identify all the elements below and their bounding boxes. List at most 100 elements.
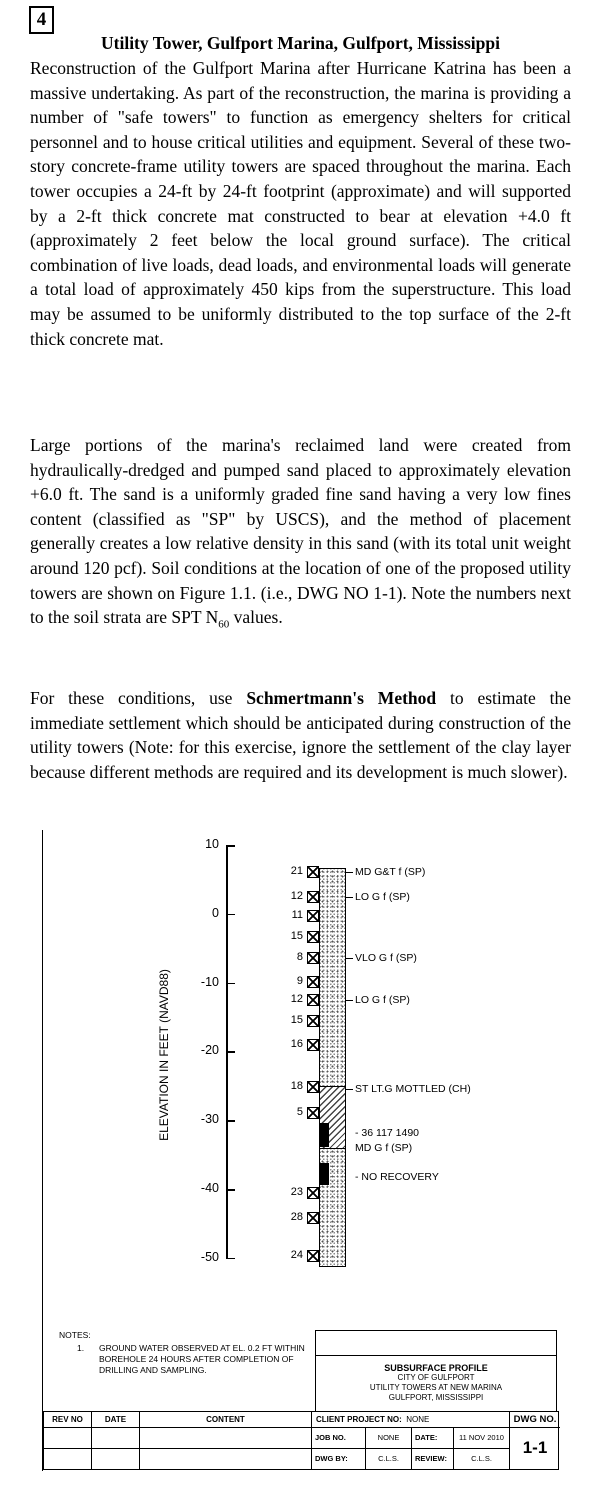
soil-layer-sand — [319, 867, 346, 1088]
elevation-axis-label: ELEVATION IN FEET (NAVD88) — [157, 969, 171, 1141]
note-1-number: 1. — [77, 1343, 85, 1353]
axis-tick-label: -40 — [200, 1181, 219, 1195]
paragraph-2: Large portions of the marina's reclaimed… — [30, 433, 571, 630]
spt-sample-marker — [307, 951, 319, 964]
paragraph-2-text: Large portions of the marina's reclaimed… — [30, 435, 571, 628]
spt-value: 8 — [296, 950, 303, 963]
project-name: UTILITY TOWERS AT NEW MARINA — [369, 1383, 503, 1392]
rev-no-empty-cell — [44, 1449, 92, 1470]
label-leader-line — [346, 957, 353, 959]
spt-sample-marker — [307, 975, 319, 988]
date-empty-cell — [92, 1428, 140, 1449]
spt-value: 24 — [290, 1248, 303, 1261]
spt-sample-marker — [307, 1187, 319, 1200]
sample-bar — [320, 1122, 329, 1148]
drawing-title: SUBSURFACE PROFILE — [384, 1363, 488, 1373]
axis-tick — [227, 982, 235, 985]
spt-value: 21 — [290, 864, 303, 877]
spt-value: 16 — [290, 1038, 303, 1051]
spt-sample-marker — [307, 1039, 319, 1052]
client-name: CITY OF GULFPORT — [397, 1373, 475, 1382]
strata-label: MD G&T f (SP) — [355, 865, 426, 878]
axis-tick — [227, 1189, 235, 1191]
method-name-bold: Schmertmann's Method — [246, 688, 437, 708]
spt-value: 12 — [290, 890, 303, 903]
client-project-value: NONE — [406, 1415, 430, 1424]
job-no-label: JOB NO. — [312, 1428, 366, 1449]
notes-heading: NOTES: — [59, 1330, 91, 1340]
review-value: C.L.S. — [454, 1449, 510, 1470]
strata-label: LO G f (SP) — [355, 891, 410, 904]
dwg-no-value: 1-1 — [522, 1438, 548, 1457]
spt-value: 18 — [290, 1080, 303, 1093]
note-1-text: GROUND WATER OBSERVED AT EL. 0.2 FT WITH… — [99, 1343, 305, 1375]
date-empty-cell — [92, 1449, 140, 1470]
strata-label: - 36 117 1490 — [355, 1127, 420, 1140]
paragraph-1: Reconstruction of the Gulfport Marina af… — [30, 58, 571, 349]
strata-label: ST LT.G MOTTLED (CH) — [355, 1082, 471, 1095]
axis-tick — [227, 1120, 235, 1122]
date-header: DATE — [92, 1412, 140, 1428]
elevation-axis — [226, 845, 228, 1259]
axis-tick-label: -10 — [200, 974, 219, 989]
spt-value: 15 — [290, 930, 303, 943]
label-leader-line — [346, 897, 353, 899]
axis-tick — [227, 1257, 235, 1260]
spt-sample-marker — [307, 891, 319, 904]
rev-no-header: REV NO — [44, 1412, 92, 1428]
label-leader-line — [346, 1088, 353, 1090]
spt-sample-marker — [307, 1211, 319, 1224]
spt-sample-marker — [307, 1081, 319, 1094]
soil-layer-sand — [319, 1147, 346, 1267]
axis-tick — [227, 845, 235, 847]
rev-no-empty-cell — [44, 1428, 92, 1449]
page-number: 4 — [29, 6, 54, 34]
strata-label: - NO RECOVERY — [355, 1171, 439, 1184]
titleblock-empty-box — [315, 1330, 557, 1356]
spt-sample-marker — [307, 1015, 319, 1028]
axis-tick-label: 0 — [212, 905, 219, 920]
spt-value: 23 — [290, 1186, 303, 1199]
strata-label: VLO G f (SP) — [355, 951, 417, 964]
dwg-by-value: C.L.S. — [366, 1449, 412, 1470]
spt-value: 5 — [296, 1106, 303, 1119]
content-header: CONTENT — [140, 1412, 312, 1428]
date-value: 11 NOV 2010 — [454, 1428, 510, 1449]
axis-tick-label: -20 — [200, 1043, 219, 1058]
spt-sample-marker — [307, 993, 319, 1006]
dwg-by-label: DWG BY: — [312, 1449, 366, 1470]
spt-sample-marker — [307, 909, 319, 922]
spt-value: 28 — [290, 1210, 303, 1223]
axis-tick-label: 10 — [205, 837, 219, 851]
titleblock-table: REV NO DATE CONTENT CLIENT PROJECT NO: N… — [43, 1411, 560, 1470]
axis-tick — [227, 913, 235, 916]
project-location: GULFPORT, MISSISSIPPI — [388, 1393, 484, 1402]
client-project-label: CLIENT PROJECT NO: — [316, 1415, 402, 1424]
review-label: REVIEW: — [412, 1449, 454, 1470]
paragraph-3: For these conditions, use Schmertmann's … — [30, 686, 571, 784]
page-title: Utility Tower, Gulfport Marina, Gulfport… — [101, 33, 500, 53]
label-leader-line — [346, 999, 353, 1001]
axis-tick-label: -50 — [200, 1249, 219, 1264]
strata-label: MD G f (SP) — [355, 1141, 413, 1154]
strata-label: LO G f (SP) — [355, 993, 410, 1006]
axis-tick — [227, 1051, 235, 1053]
paragraph-3-lead: For these conditions, use — [30, 688, 247, 708]
sample-bar — [320, 1162, 329, 1185]
dwg-no-header: DWG NO. — [510, 1412, 560, 1428]
spt-value: 15 — [290, 1014, 303, 1027]
axis-tick-label: -30 — [200, 1112, 219, 1127]
figure: ELEVATION IN FEET (NAVD88) NOTES: 1. GRO… — [42, 830, 560, 1471]
content-empty-cell — [140, 1428, 312, 1449]
spt-value: 12 — [290, 992, 303, 1005]
spt-value: 9 — [296, 974, 303, 987]
content-empty-cell — [140, 1449, 312, 1470]
spt-sample-marker — [307, 1107, 319, 1120]
date-label: DATE: — [412, 1428, 454, 1449]
label-leader-line — [346, 871, 353, 873]
paragraph-3-tail: to estimate the immediate settlement whi… — [30, 688, 572, 782]
job-no-value: NONE — [366, 1428, 412, 1449]
n60-subscript: 60 — [218, 618, 230, 631]
client-project-cell: CLIENT PROJECT NO: NONE — [312, 1412, 510, 1428]
